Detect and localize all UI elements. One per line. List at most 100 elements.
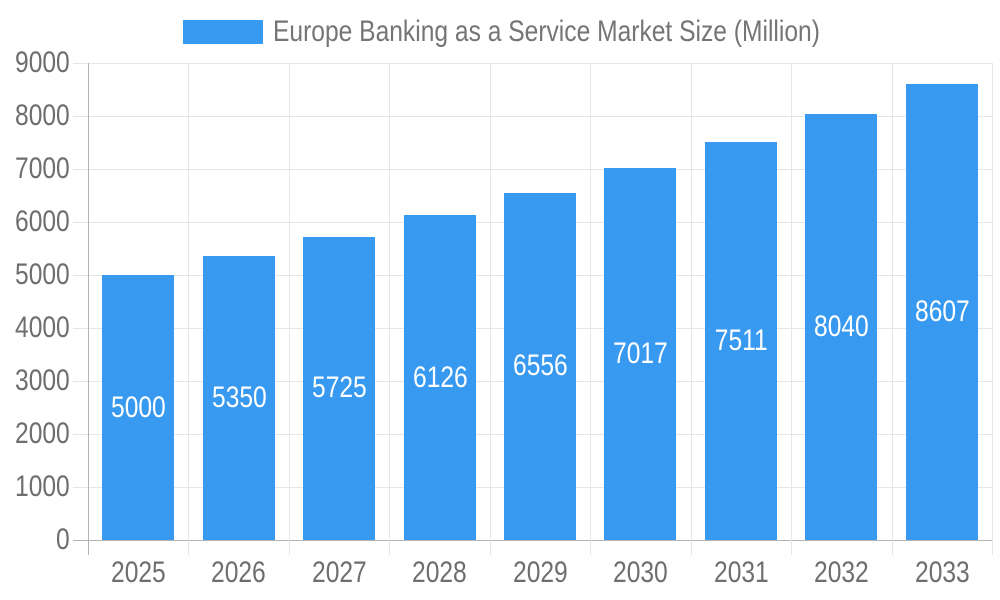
bar-value-label-text: 5000 — [110, 391, 166, 424]
bar-value-label-text: 5350 — [211, 381, 267, 414]
x-tick-label-text: 2026 — [210, 556, 266, 589]
x-tick-label-text: 2031 — [713, 556, 769, 589]
x-tick — [188, 540, 189, 555]
y-tick-label: 5000 — [0, 260, 70, 290]
bar-value-label: 5725 — [303, 373, 375, 403]
x-gridline — [992, 63, 993, 540]
bar[interactable] — [303, 237, 375, 540]
y-axis-line — [88, 63, 89, 540]
x-tick — [892, 540, 893, 555]
x-tick-label-text: 2028 — [411, 556, 467, 589]
y-tick-label-text: 4000 — [15, 311, 70, 344]
bar-value-label: 6556 — [504, 351, 576, 381]
chart-title-text: Europe Banking as a Service Market Size … — [273, 15, 820, 48]
x-tick-label: 2033 — [892, 558, 992, 588]
x-tick — [389, 540, 390, 555]
y-tick-label-text: 1000 — [15, 470, 70, 503]
legend: Europe Banking as a Service Market Size … — [0, 0, 1000, 50]
y-tick-label: 2000 — [0, 419, 70, 449]
bar-value-label-text: 7017 — [612, 337, 668, 370]
x-gridline — [490, 63, 491, 540]
x-tick — [88, 540, 89, 555]
bar-value-label: 7511 — [705, 326, 777, 356]
bar-value-label: 5350 — [203, 383, 275, 413]
bar[interactable] — [906, 84, 978, 540]
y-tick — [73, 328, 88, 329]
y-tick-label: 1000 — [0, 472, 70, 502]
y-tick — [73, 169, 88, 170]
y-tick — [73, 487, 88, 488]
y-tick-label-text: 6000 — [15, 205, 70, 238]
y-tick — [73, 540, 88, 541]
bar[interactable] — [705, 142, 777, 540]
x-tick-label: 2027 — [289, 558, 389, 588]
bar[interactable] — [102, 275, 174, 540]
x-tick-label-text: 2030 — [612, 556, 668, 589]
y-tick — [73, 63, 88, 64]
y-gridline — [88, 169, 992, 170]
x-tick-label: 2026 — [188, 558, 288, 588]
y-tick-label: 8000 — [0, 101, 70, 131]
y-tick-label-text: 7000 — [15, 152, 70, 185]
x-tick — [289, 540, 290, 555]
y-tick-label: 9000 — [0, 48, 70, 78]
bar[interactable] — [404, 215, 476, 540]
y-tick-label-text: 0 — [56, 523, 70, 556]
bar-value-label-text: 5725 — [311, 371, 367, 404]
x-tick-label-text: 2025 — [110, 556, 166, 589]
y-tick-label-text: 3000 — [15, 364, 70, 397]
bar-value-label: 6126 — [404, 363, 476, 393]
bar-value-label: 5000 — [102, 393, 174, 423]
bar-value-label-text: 6556 — [512, 349, 568, 382]
y-tick — [73, 222, 88, 223]
x-tick-label-text: 2027 — [311, 556, 367, 589]
y-tick — [73, 275, 88, 276]
x-gridline — [289, 63, 290, 540]
y-tick-label-text: 9000 — [15, 46, 70, 79]
x-tick-label-text: 2029 — [512, 556, 568, 589]
y-tick-label: 6000 — [0, 207, 70, 237]
x-tick-label: 2032 — [791, 558, 891, 588]
x-tick — [590, 540, 591, 555]
x-tick — [791, 540, 792, 555]
x-gridline — [892, 63, 893, 540]
y-tick-label-text: 5000 — [15, 258, 70, 291]
bar-value-label-text: 6126 — [412, 361, 468, 394]
x-tick-label: 2030 — [590, 558, 690, 588]
y-gridline — [88, 540, 992, 541]
bar[interactable] — [604, 168, 676, 540]
x-tick-label-text: 2032 — [813, 556, 869, 589]
y-gridline — [88, 116, 992, 117]
y-tick — [73, 116, 88, 117]
x-tick-label: 2028 — [389, 558, 489, 588]
x-gridline — [791, 63, 792, 540]
bar-value-label-text: 7511 — [714, 324, 768, 357]
x-tick — [992, 540, 993, 555]
x-tick-label: 2025 — [88, 558, 188, 588]
y-tick-label: 0 — [0, 525, 70, 555]
x-tick — [691, 540, 692, 555]
x-tick-label: 2031 — [691, 558, 791, 588]
y-tick-label-text: 2000 — [15, 417, 70, 450]
x-gridline — [590, 63, 591, 540]
bar[interactable] — [805, 114, 877, 540]
bar-value-label: 7017 — [604, 339, 676, 369]
x-gridline — [691, 63, 692, 540]
x-gridline — [389, 63, 390, 540]
bar-value-label-text: 8607 — [914, 295, 970, 328]
bar-value-label: 8040 — [805, 312, 877, 342]
bar[interactable] — [504, 193, 576, 540]
legend-swatch — [183, 20, 263, 44]
x-tick-label: 2029 — [490, 558, 590, 588]
legend-label: Europe Banking as a Service Market Size … — [273, 17, 940, 47]
bar-value-label: 8607 — [906, 297, 978, 327]
y-gridline — [88, 63, 992, 64]
y-tick-label: 3000 — [0, 366, 70, 396]
legend-item[interactable]: Europe Banking as a Service Market Size … — [183, 17, 940, 47]
x-gridline — [188, 63, 189, 540]
x-tick — [490, 540, 491, 555]
bar[interactable] — [203, 256, 275, 540]
bar-value-label-text: 8040 — [813, 310, 869, 343]
